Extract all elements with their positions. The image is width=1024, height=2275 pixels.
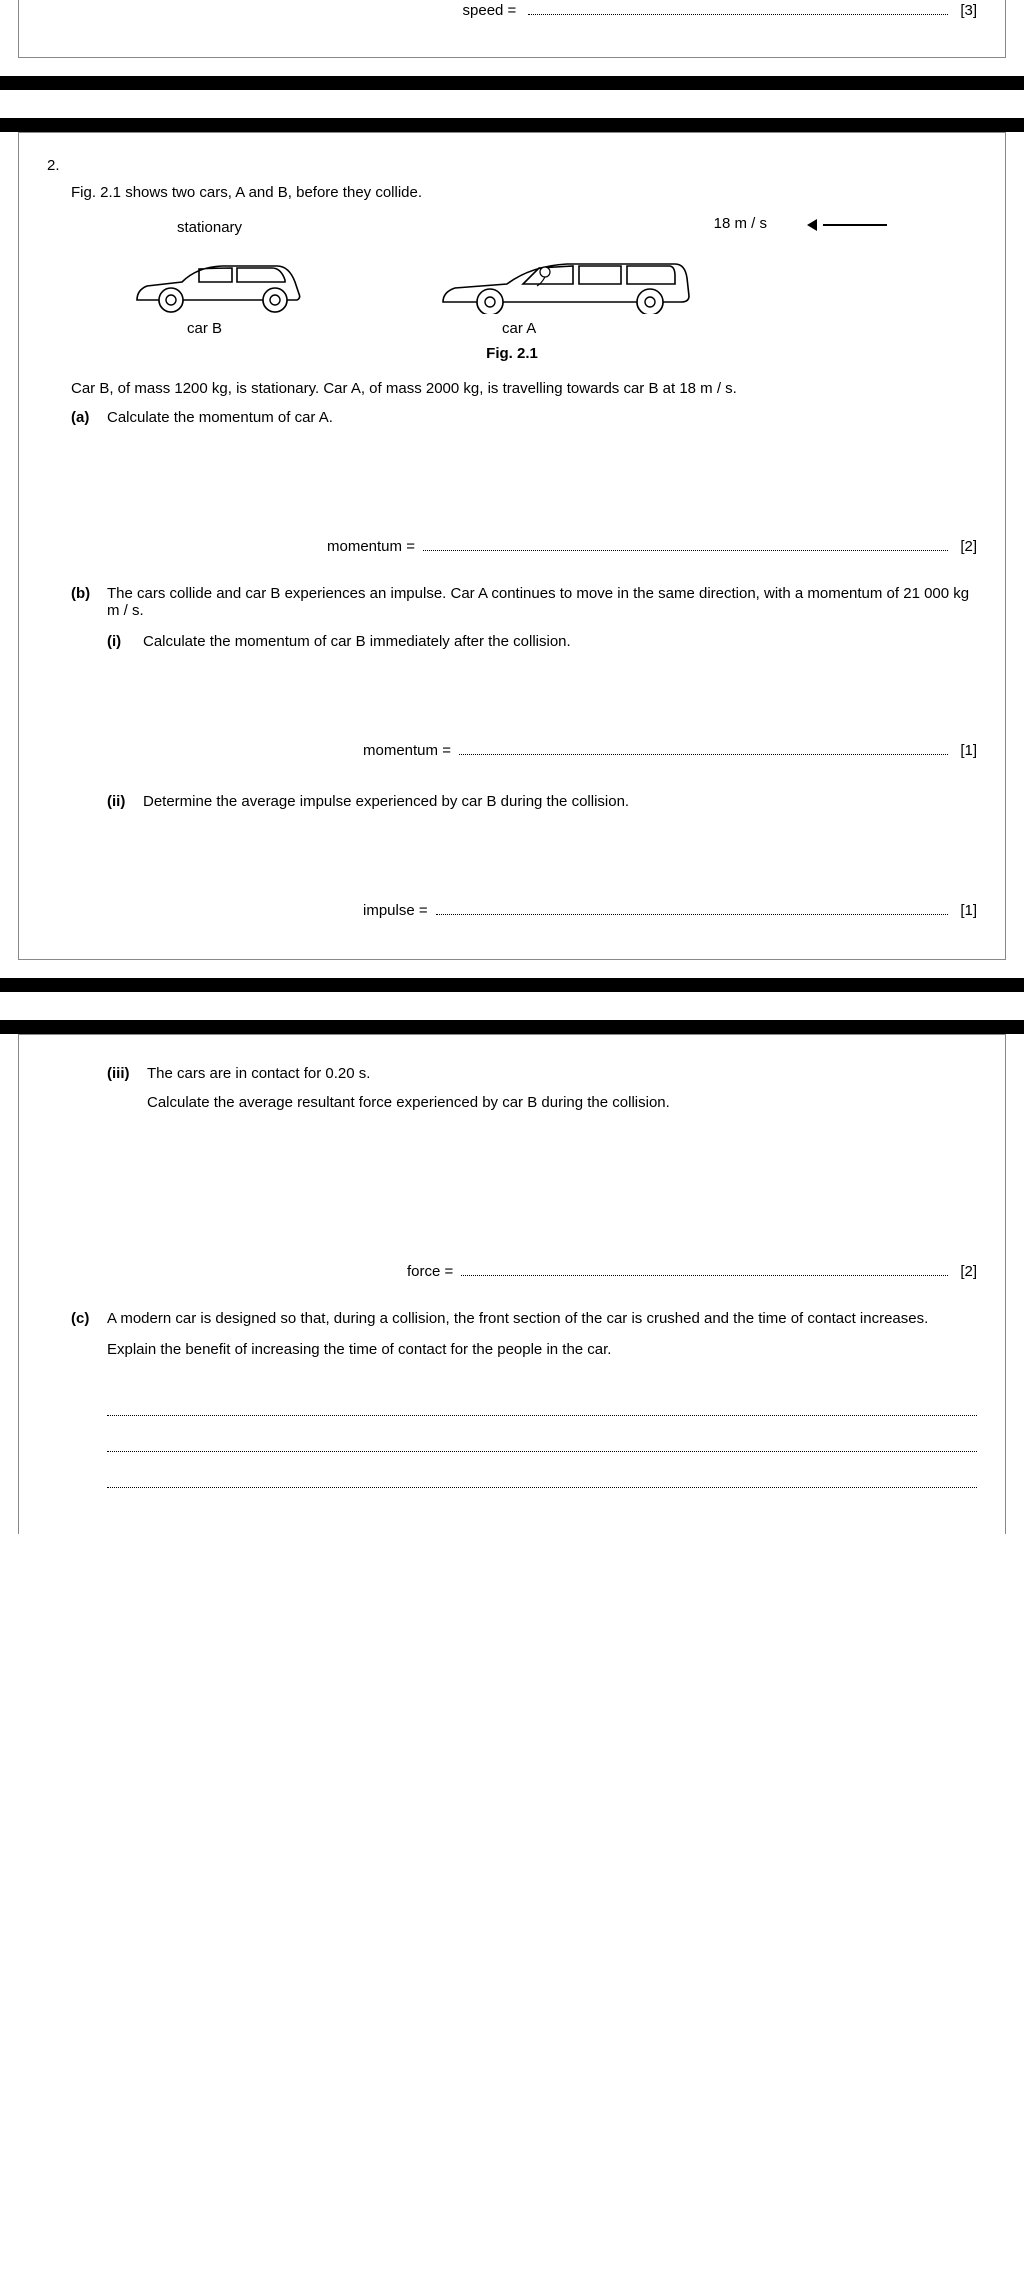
writing-line[interactable]: [107, 1422, 977, 1452]
question-2-page: 2. Fig. 2.1 shows two cars, A and B, bef…: [18, 132, 1006, 960]
part-a-text: Calculate the momentum of car A.: [107, 409, 977, 426]
car-b-drawing: [127, 242, 317, 314]
page-divider-bottom: [0, 118, 1024, 132]
page-divider-2-bottom: [0, 1020, 1024, 1034]
writing-line[interactable]: [107, 1386, 977, 1416]
part-b: (b) The cars collide and car B experienc…: [71, 585, 977, 939]
impulse-blank[interactable]: [436, 900, 949, 915]
part-b-iii: (iii) The cars are in contact for 0.20 s…: [107, 1065, 977, 1300]
arrow-shaft: [823, 224, 887, 226]
arrow-left-icon: [807, 219, 817, 231]
question-context: Car B, of mass 1200 kg, is stationary. C…: [71, 380, 977, 397]
speed-label: speed =: [463, 2, 517, 19]
b-i-text: Calculate the momentum of car B immediat…: [143, 633, 977, 650]
marks-bi: [1]: [960, 742, 977, 759]
part-b-label: (b): [71, 585, 107, 939]
part-b-ii: (ii) Determine the average impulse exper…: [107, 793, 977, 939]
force-label: force =: [407, 1263, 453, 1280]
stationary-label: stationary: [177, 219, 242, 236]
b-iii-label: (iii): [107, 1065, 147, 1300]
momentum-label-a: momentum =: [327, 538, 415, 555]
b-ii-label: (ii): [107, 793, 143, 939]
b-iii-text1: The cars are in contact for 0.20 s.: [147, 1065, 977, 1082]
part-a-answer: momentum = [2]: [107, 536, 977, 555]
car-a-drawing: [437, 242, 707, 314]
part-a-label: (a): [71, 409, 107, 575]
question-number: 2.: [47, 157, 977, 174]
momentum-blank-bi[interactable]: [459, 740, 948, 755]
b-ii-text: Determine the average impulse experience…: [143, 793, 977, 810]
part-c-text1: A modern car is designed so that, during…: [107, 1310, 977, 1327]
part-c-label: (c): [71, 1310, 107, 1494]
force-blank[interactable]: [461, 1261, 948, 1276]
b-ii-answer: impulse = [1]: [143, 900, 977, 919]
speed-value: 18 m / s: [714, 215, 767, 232]
part-c-lines: [107, 1386, 977, 1488]
part-c-text2: Explain the benefit of increasing the ti…: [107, 1341, 977, 1358]
marks-biii: [2]: [960, 1263, 977, 1280]
part-c: (c) A modern car is designed so that, du…: [71, 1310, 977, 1494]
prev-page-fragment: speed = [3]: [18, 0, 1006, 58]
momentum-label-bi: momentum =: [363, 742, 451, 759]
writing-line[interactable]: [107, 1458, 977, 1488]
impulse-label: impulse =: [363, 902, 428, 919]
b-i-label: (i): [107, 633, 143, 779]
figure-2-1: stationary 18 m / s: [47, 219, 977, 362]
speed-blank[interactable]: [528, 0, 948, 15]
part-b-i: (i) Calculate the momentum of car B imme…: [107, 633, 977, 779]
speed-arrow-group: [807, 219, 887, 236]
b-i-answer: momentum = [1]: [143, 740, 977, 759]
page-divider-top: [0, 76, 1024, 90]
speed-marks: [3]: [960, 2, 977, 19]
question-intro: Fig. 2.1 shows two cars, A and B, before…: [71, 184, 977, 201]
part-b-text: The cars collide and car B experiences a…: [107, 585, 977, 619]
b-iii-text2: Calculate the average resultant force ex…: [147, 1094, 977, 1111]
figure-caption: Fig. 2.1: [47, 345, 977, 362]
page-divider-2-top: [0, 978, 1024, 992]
momentum-blank-a[interactable]: [423, 536, 948, 551]
b-iii-answer: force = [2]: [147, 1261, 977, 1280]
car-b-label: car B: [187, 320, 222, 337]
part-a: (a) Calculate the momentum of car A. mom…: [71, 409, 977, 575]
car-a-label: car A: [502, 320, 536, 337]
speed-answer-line: speed = [3]: [47, 0, 977, 37]
marks-a: [2]: [960, 538, 977, 555]
marks-bii: [1]: [960, 902, 977, 919]
question-2-cont-page: (iii) The cars are in contact for 0.20 s…: [18, 1034, 1006, 1534]
